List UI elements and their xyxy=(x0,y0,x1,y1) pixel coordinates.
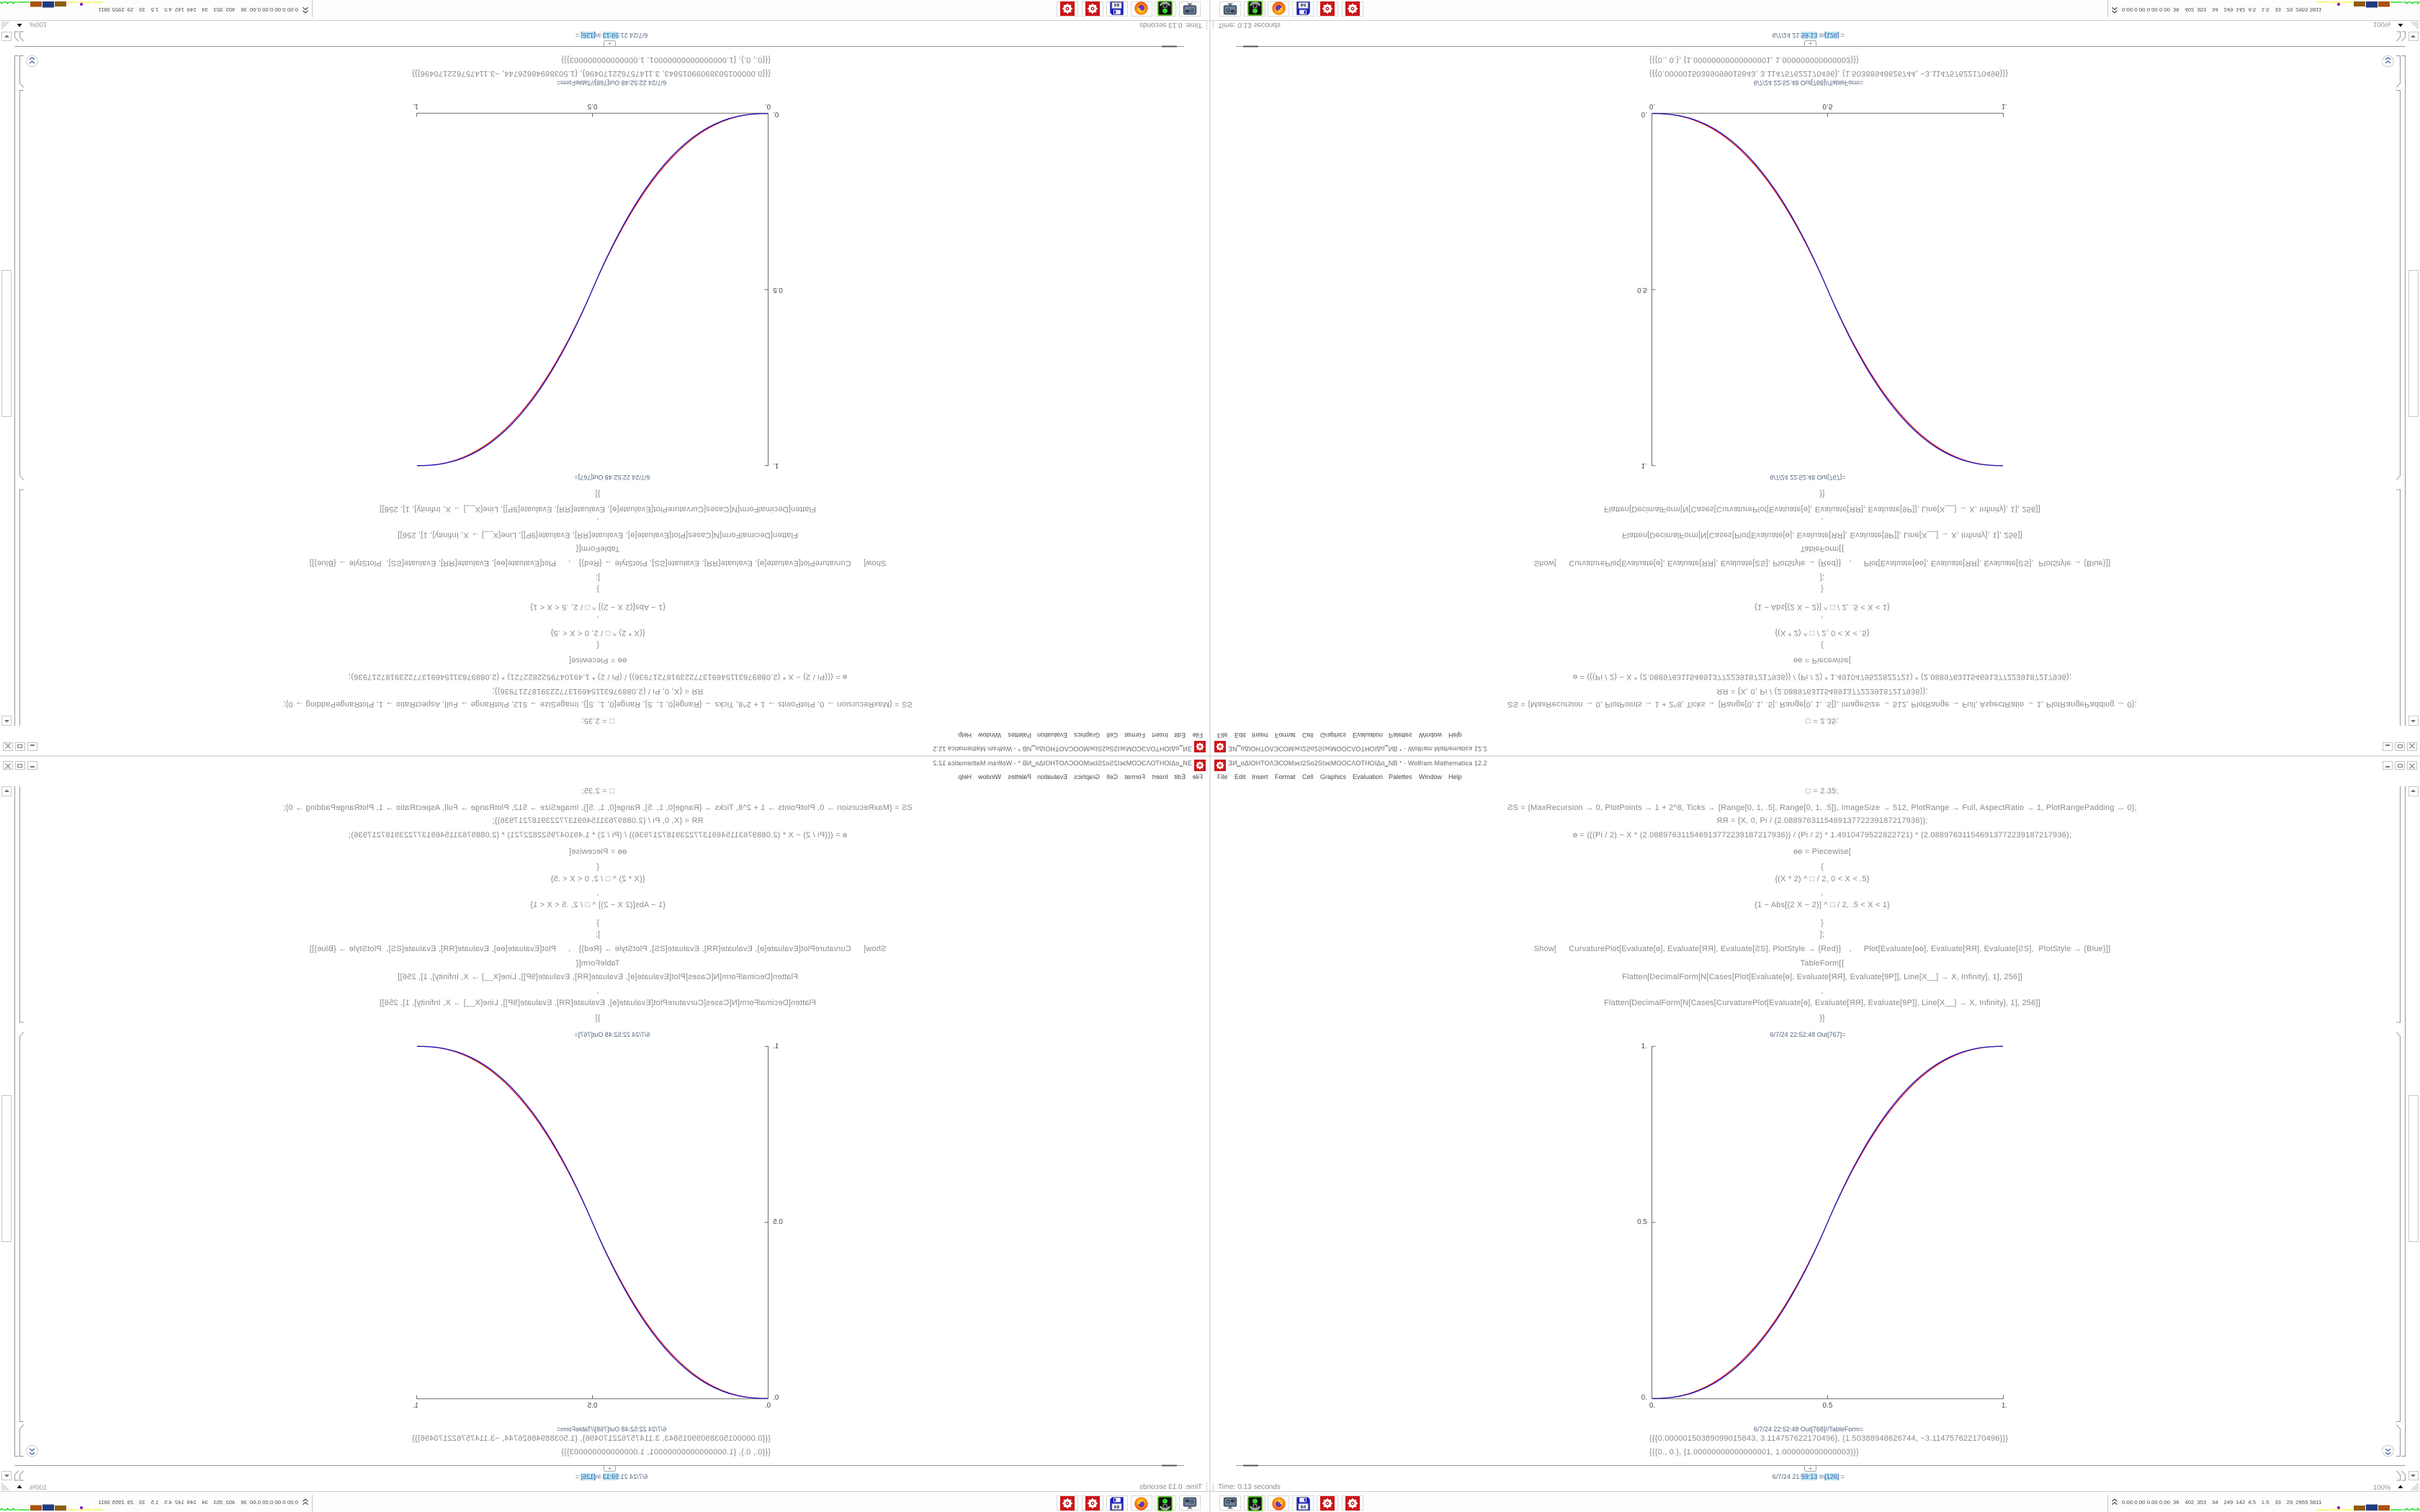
svg-text:64: 64 xyxy=(1114,2,1120,7)
svg-text:64: 64 xyxy=(1114,1505,1120,1510)
svg-text:64: 64 xyxy=(1300,1505,1306,1510)
svg-text:64: 64 xyxy=(1300,2,1306,7)
